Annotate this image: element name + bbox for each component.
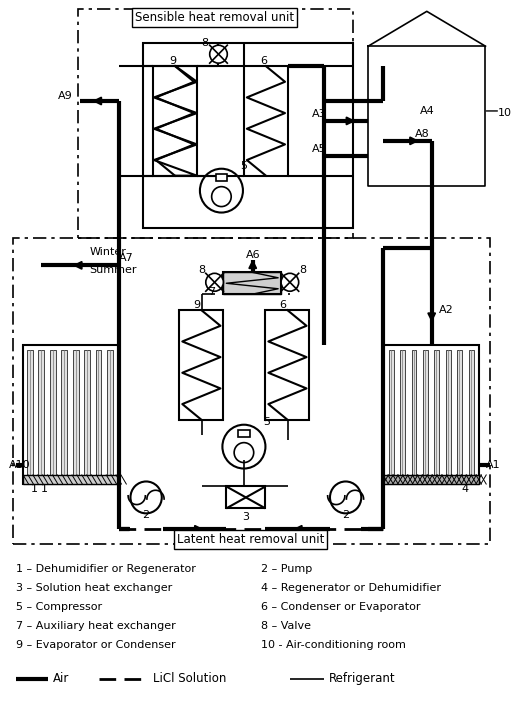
Bar <box>446 350 451 475</box>
Text: A3: A3 <box>312 109 327 119</box>
Text: 10 - Air-conditioning room: 10 - Air-conditioning room <box>261 640 405 650</box>
Text: 8 – Valve: 8 – Valve <box>261 621 311 631</box>
Text: Refrigerant: Refrigerant <box>329 673 396 685</box>
Bar <box>27 350 32 475</box>
Bar <box>226 486 265 508</box>
Text: 5: 5 <box>263 417 270 427</box>
Bar <box>423 350 428 475</box>
Bar <box>179 310 224 420</box>
Bar <box>23 345 119 484</box>
Bar <box>216 173 227 180</box>
Text: A5: A5 <box>312 144 327 154</box>
Bar <box>73 350 78 475</box>
Text: A6: A6 <box>246 251 260 260</box>
Bar <box>61 350 67 475</box>
Circle shape <box>281 273 299 291</box>
Bar <box>153 66 197 176</box>
Bar <box>435 350 439 475</box>
Text: 8: 8 <box>198 265 205 275</box>
Text: 10: 10 <box>498 108 512 118</box>
Text: 6 – Condenser or Evaporator: 6 – Condenser or Evaporator <box>261 602 420 612</box>
Text: 8: 8 <box>299 265 306 275</box>
Bar <box>50 350 56 475</box>
Bar <box>84 350 90 475</box>
Bar <box>107 350 113 475</box>
Text: 9 – Evaporator or Condenser: 9 – Evaporator or Condenser <box>16 640 176 650</box>
Bar <box>469 350 474 475</box>
Text: 9: 9 <box>194 300 200 310</box>
Circle shape <box>210 45 227 63</box>
Circle shape <box>206 273 224 291</box>
Text: 4: 4 <box>461 484 468 494</box>
Bar <box>457 350 462 475</box>
Text: 7 – Auxiliary heat exchanger: 7 – Auxiliary heat exchanger <box>16 621 176 631</box>
Bar <box>143 44 353 228</box>
Text: 2: 2 <box>143 510 150 520</box>
Text: Summer: Summer <box>90 265 137 275</box>
Bar <box>224 272 281 294</box>
Bar <box>23 475 119 484</box>
Bar <box>224 272 281 294</box>
Bar <box>389 350 393 475</box>
Text: Winter: Winter <box>90 247 126 258</box>
Text: 7: 7 <box>208 287 215 297</box>
Bar <box>13 239 490 544</box>
Text: 2 – Pump: 2 – Pump <box>261 564 312 574</box>
Text: 1: 1 <box>41 484 47 494</box>
Text: A7: A7 <box>119 253 133 263</box>
Text: 6: 6 <box>260 56 267 66</box>
Text: Latent heat removal unit: Latent heat removal unit <box>177 533 324 545</box>
Text: A8: A8 <box>415 129 430 139</box>
Text: A10: A10 <box>9 460 31 470</box>
Text: A4: A4 <box>419 106 434 116</box>
Bar <box>383 475 478 484</box>
Text: 4 – Regenerator or Dehumidifier: 4 – Regenerator or Dehumidifier <box>261 583 440 593</box>
Text: 5: 5 <box>241 161 247 171</box>
Text: A2: A2 <box>439 305 454 315</box>
Text: Air: Air <box>53 673 70 685</box>
Text: A9: A9 <box>58 91 72 101</box>
Text: 9: 9 <box>169 56 176 66</box>
Bar <box>265 310 310 420</box>
Bar <box>400 350 405 475</box>
Text: Sensible heat removal unit: Sensible heat removal unit <box>135 11 294 24</box>
Bar <box>244 66 288 176</box>
Text: 2: 2 <box>342 510 349 520</box>
Text: 1: 1 <box>31 484 38 494</box>
Bar <box>383 345 478 484</box>
Text: 6: 6 <box>280 300 286 310</box>
Bar <box>78 9 353 239</box>
Text: 3: 3 <box>243 512 249 522</box>
Text: 1 – Dehumidifier or Regenerator: 1 – Dehumidifier or Regenerator <box>16 564 196 574</box>
Bar <box>411 350 417 475</box>
Text: 3 – Solution heat exchanger: 3 – Solution heat exchanger <box>16 583 173 593</box>
Bar <box>38 350 44 475</box>
Text: 5 – Compressor: 5 – Compressor <box>16 602 102 612</box>
Text: A1: A1 <box>486 460 500 470</box>
Bar <box>96 350 101 475</box>
Bar <box>238 430 250 437</box>
Text: LiCl Solution: LiCl Solution <box>153 673 227 685</box>
Text: 8: 8 <box>201 38 209 48</box>
